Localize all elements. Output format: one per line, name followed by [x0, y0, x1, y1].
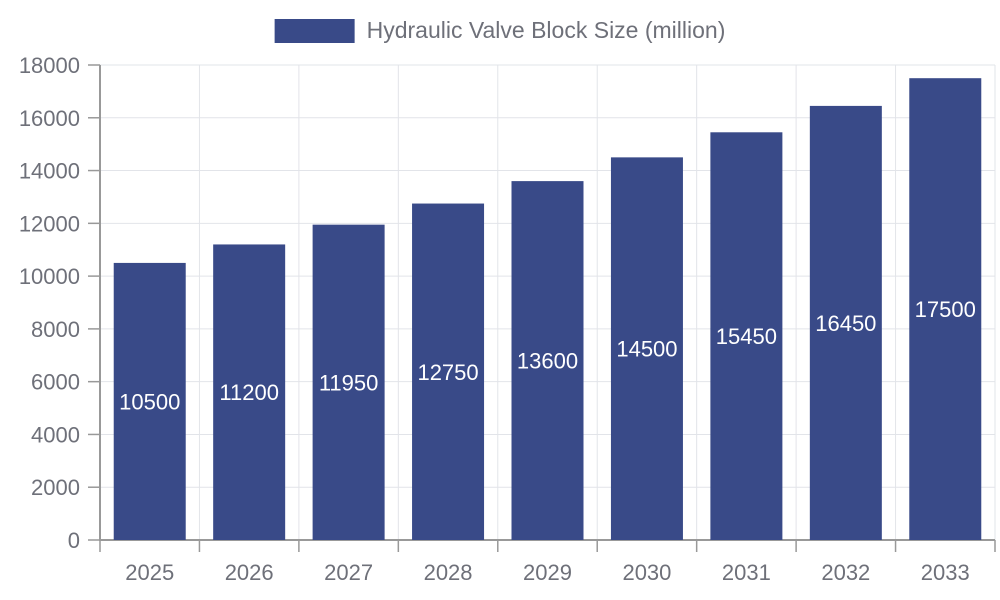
x-axis-label: 2026	[225, 560, 274, 585]
legend-swatch	[274, 18, 355, 43]
y-axis-label: 16000	[19, 106, 80, 131]
x-axis-label: 2030	[622, 560, 671, 585]
y-axis-label: 0	[68, 528, 80, 553]
legend-label: Hydraulic Valve Block Size (million)	[366, 17, 726, 43]
bar-2027	[312, 224, 385, 540]
bar-2032	[809, 105, 882, 541]
x-axis-label: 2032	[821, 560, 870, 585]
x-axis-label: 2033	[921, 560, 970, 585]
bar-value-label: 12750	[417, 360, 478, 385]
bar-2028	[412, 203, 485, 540]
bar-2026	[213, 244, 286, 540]
x-axis-label: 2031	[722, 560, 771, 585]
x-axis-label: 2029	[523, 560, 572, 585]
bar-value-label: 16450	[815, 311, 876, 336]
y-axis-label: 2000	[31, 475, 80, 500]
bar-2029	[511, 181, 584, 540]
bar-value-label: 14500	[616, 337, 677, 362]
bar-value-label: 11200	[219, 380, 279, 405]
y-axis-label: 6000	[31, 370, 80, 395]
bar-value-label: 17500	[915, 297, 976, 322]
y-axis-label: 10000	[19, 264, 80, 289]
bar-2033	[909, 78, 982, 540]
y-axis-label: 12000	[19, 211, 80, 236]
bar-value-label: 10500	[119, 389, 180, 414]
legend-item[interactable]: Hydraulic Valve Block Size (million)	[274, 17, 726, 44]
x-axis-label: 2027	[324, 560, 373, 585]
bar-2025	[113, 262, 186, 540]
bar-value-label: 15450	[716, 324, 777, 349]
x-axis-label: 2025	[125, 560, 174, 585]
y-axis-label: 14000	[19, 159, 80, 184]
y-axis-label: 4000	[31, 422, 80, 447]
bar-value-label: 11950	[319, 370, 379, 395]
bar-2031	[710, 132, 783, 540]
y-axis-label: 8000	[31, 317, 80, 342]
x-axis-label: 2028	[424, 560, 473, 585]
y-axis-label: 18000	[19, 53, 80, 78]
bar-2030	[610, 157, 683, 540]
bar-value-label: 13600	[517, 349, 578, 374]
